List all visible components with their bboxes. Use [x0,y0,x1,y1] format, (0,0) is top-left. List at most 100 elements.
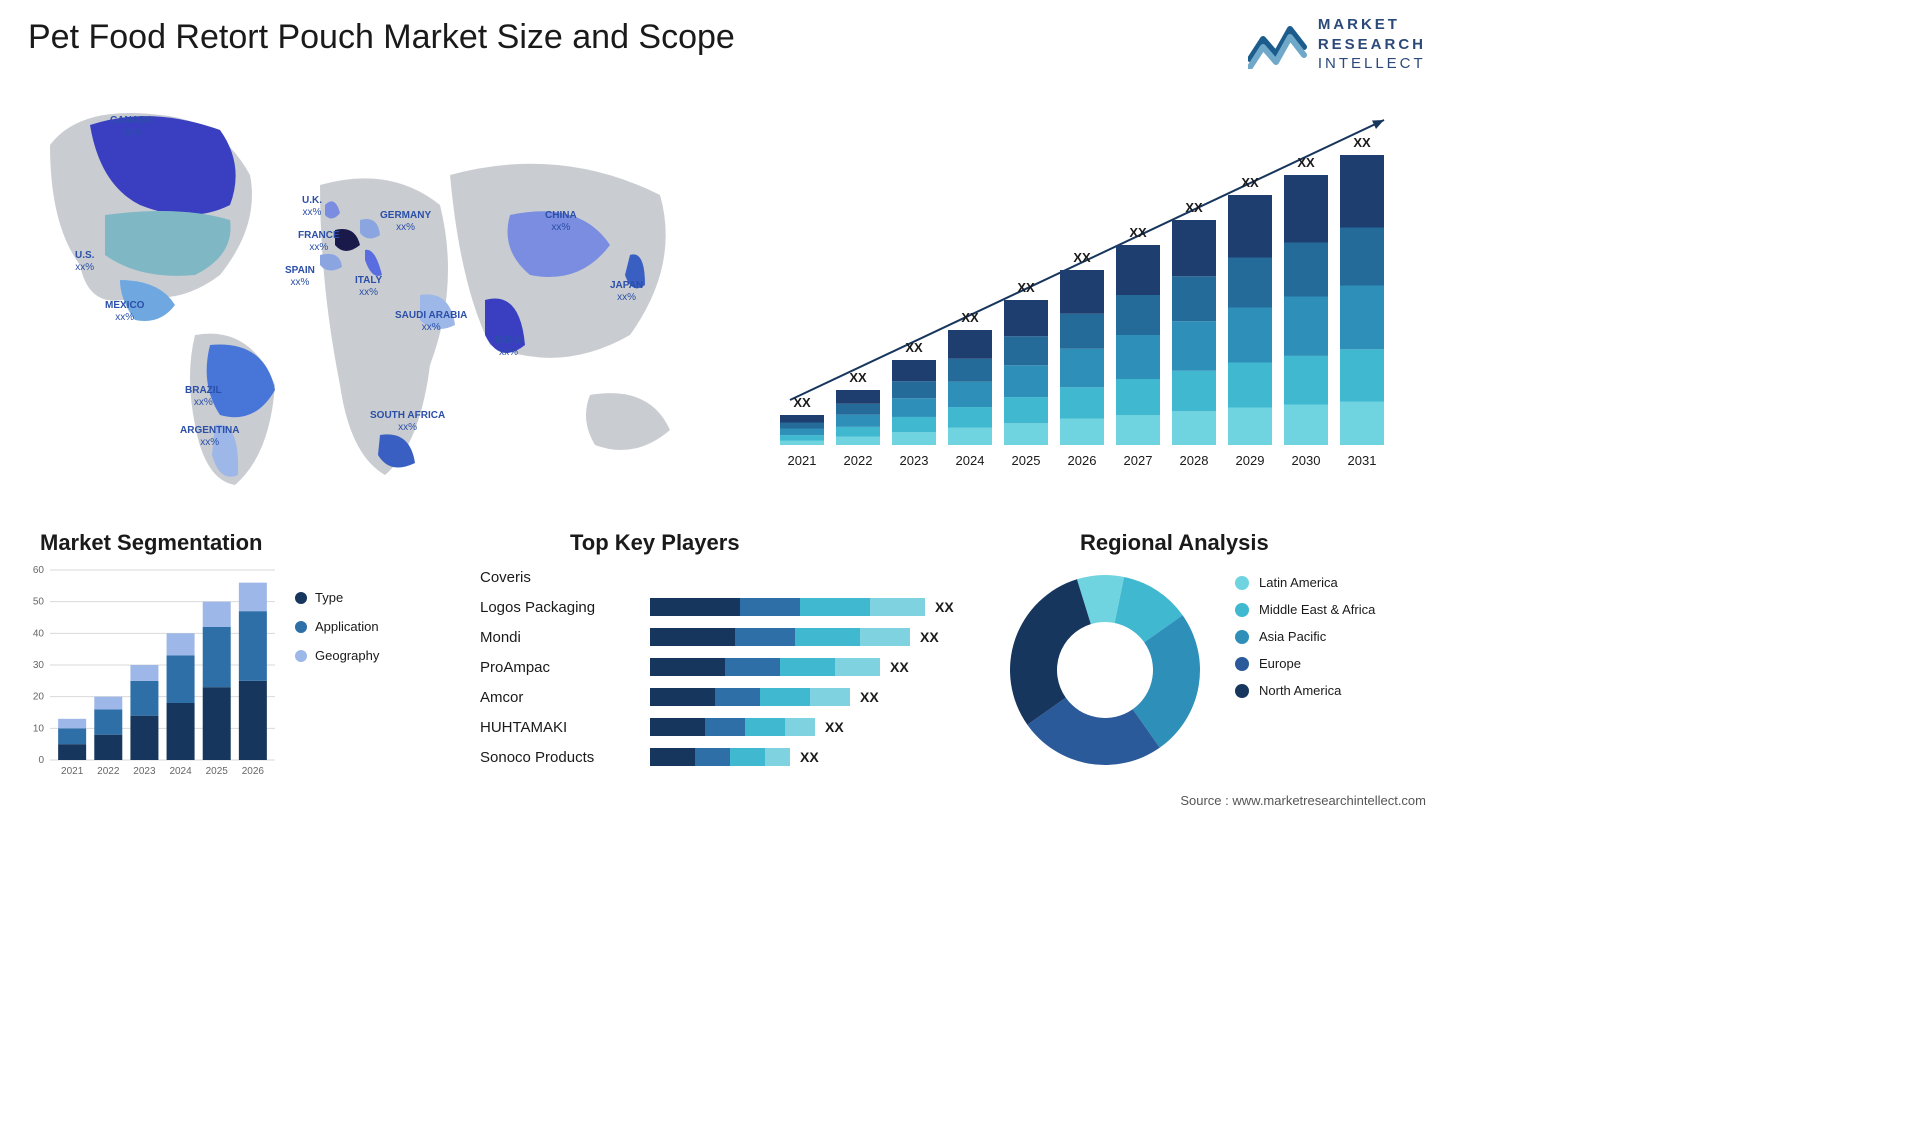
svg-text:2026: 2026 [1068,453,1097,468]
player-bar [650,598,925,616]
legend-item: North America [1235,683,1375,698]
svg-text:2023: 2023 [133,766,156,777]
legend-item: Application [295,619,379,634]
logo-icon [1248,19,1308,69]
legend-item: Geography [295,648,379,663]
segmentation-chart: 0 10 20 30 40 50 60 2021 2022 2023 2024 2025 2026 [20,560,280,780]
player-name: Coveris [480,569,650,586]
svg-text:2024: 2024 [956,453,985,468]
svg-text:2025: 2025 [1012,453,1041,468]
svg-text:2022: 2022 [97,766,120,777]
svg-text:2027: 2027 [1124,453,1153,468]
logo-line2: RESEARCH [1318,35,1426,55]
map-label: JAPANxx% [610,280,643,304]
svg-text:20: 20 [33,692,45,703]
world-map: CANADAxx% U.S.xx% MEXICOxx% BRAZILxx% ARGENT… [20,85,720,490]
segmentation-title: Market Segmentation [40,530,263,556]
regional-donut [1000,565,1210,775]
legend-item: Type [295,590,379,605]
player-row: Sonoco Products XX [480,742,980,772]
map-label: CANADAxx% [110,115,153,139]
player-row: Amcor XX [480,682,980,712]
svg-text:XX: XX [961,310,979,325]
player-bar [650,718,815,736]
map-label: SOUTH AFRICAxx% [370,410,445,434]
map-label: SPAINxx% [285,265,315,289]
player-value: XX [890,659,909,675]
svg-text:2028: 2028 [1180,453,1209,468]
player-row: Logos Packaging XX [480,592,980,622]
svg-text:XX: XX [905,340,923,355]
brand-logo: MARKET RESEARCH INTELLECT [1248,15,1426,74]
svg-text:XX: XX [1353,135,1371,150]
player-name: Sonoco Products [480,749,650,766]
svg-text:2023: 2023 [900,453,929,468]
map-label: INDIAxx% [495,335,522,359]
svg-text:XX: XX [1297,155,1315,170]
market-size-chart: XX 2021 XX 2022 XX 2023 XX 2024 XX 2025 XX 2026 XX 20… [770,105,1390,475]
svg-text:XX: XX [1073,250,1091,265]
svg-text:40: 40 [33,628,45,639]
player-bar [650,748,790,766]
players-title: Top Key Players [570,530,740,556]
map-label: MEXICOxx% [105,300,144,324]
page-title: Pet Food Retort Pouch Market Size and Sc… [28,18,735,57]
player-name: ProAmpac [480,659,650,676]
segmentation-legend: Type Application Geography [295,590,379,677]
map-label: ITALYxx% [355,275,382,299]
player-bar [650,658,880,676]
svg-text:2031: 2031 [1348,453,1377,468]
svg-text:2025: 2025 [206,766,229,777]
player-name: Amcor [480,689,650,706]
svg-text:2024: 2024 [169,766,192,777]
player-value: XX [800,749,819,765]
svg-text:XX: XX [1241,175,1259,190]
key-players-chart: Coveris Logos Packaging XX Mondi XX ProAmpac X… [480,562,980,772]
svg-text:2021: 2021 [61,766,84,777]
svg-text:60: 60 [33,565,45,576]
logo-line1: MARKET [1318,15,1426,35]
player-value: XX [825,719,844,735]
legend-item: Latin America [1235,575,1375,590]
player-bar [650,628,910,646]
map-label: U.K.xx% [302,195,322,219]
regional-title: Regional Analysis [1080,530,1269,556]
svg-text:30: 30 [33,660,45,671]
player-value: XX [935,599,954,615]
svg-text:2022: 2022 [844,453,873,468]
player-bar [650,688,850,706]
svg-text:2021: 2021 [788,453,817,468]
player-value: XX [860,689,879,705]
legend-item: Asia Pacific [1235,629,1375,644]
map-label: FRANCExx% [298,230,340,254]
player-name: HUHTAMAKI [480,719,650,736]
svg-text:XX: XX [1129,225,1147,240]
svg-text:XX: XX [793,395,811,410]
svg-text:50: 50 [33,597,45,608]
svg-text:XX: XX [849,370,867,385]
regional-legend: Latin America Middle East & Africa Asia Pa… [1235,575,1375,710]
source-text: Source : www.marketresearchintellect.com [1180,793,1426,808]
svg-text:XX: XX [1185,200,1203,215]
player-name: Logos Packaging [480,599,650,616]
map-label: CHINAxx% [545,210,577,234]
map-label: U.S.xx% [75,250,94,274]
player-name: Mondi [480,629,650,646]
legend-item: Middle East & Africa [1235,602,1375,617]
svg-text:10: 10 [33,723,45,734]
svg-text:2026: 2026 [242,766,265,777]
svg-text:0: 0 [38,755,44,766]
player-row: Coveris [480,562,980,592]
svg-text:2029: 2029 [1236,453,1265,468]
player-value: XX [920,629,939,645]
svg-text:XX: XX [1017,280,1035,295]
player-row: HUHTAMAKI XX [480,712,980,742]
legend-item: Europe [1235,656,1375,671]
player-row: Mondi XX [480,622,980,652]
svg-text:2030: 2030 [1292,453,1321,468]
logo-line3: INTELLECT [1318,54,1426,74]
player-row: ProAmpac XX [480,652,980,682]
map-label: ARGENTINAxx% [180,425,239,449]
map-label: BRAZILxx% [185,385,222,409]
map-label: SAUDI ARABIAxx% [395,310,467,334]
